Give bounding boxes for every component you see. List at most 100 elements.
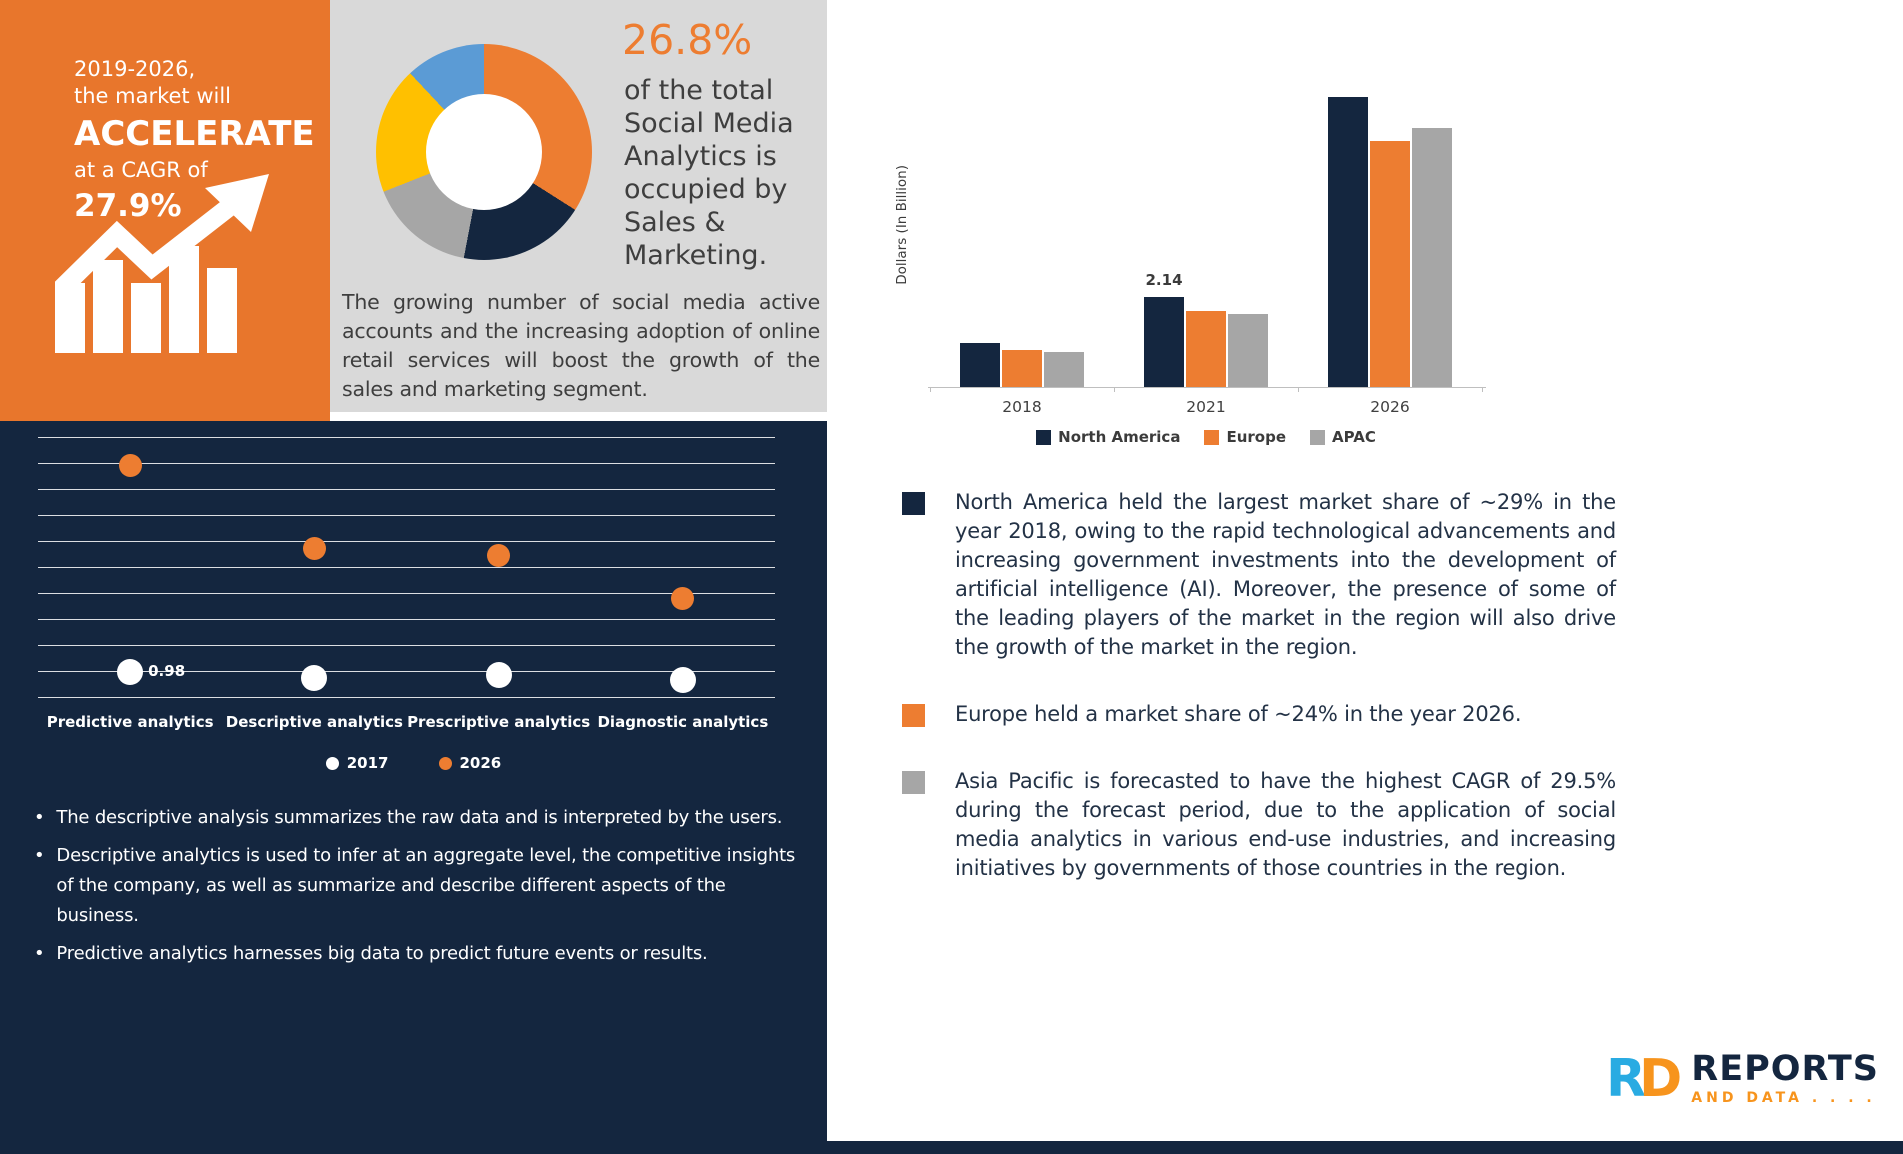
bar-category-label: 2021: [1186, 398, 1226, 416]
analytics-panel: 0.98 Predictive analytics Descriptive ana…: [0, 421, 827, 1154]
analytics-bullet-text: The descriptive analysis summarizes the …: [56, 807, 783, 828]
region-bullet-marker: [902, 704, 925, 727]
dot-category-label: Predictive analytics: [46, 713, 214, 731]
bullet-icon: •: [34, 943, 45, 964]
gridline: [38, 541, 775, 542]
bar-north-america-2021: 2.14: [1144, 271, 1184, 387]
legend-label: 2017: [346, 754, 389, 772]
region-bullet-marker: [902, 492, 925, 515]
dot-legend-item: 2026: [438, 754, 502, 772]
dot-2026-1: [118, 454, 142, 478]
gridline: [38, 697, 775, 698]
bullet-icon: •: [34, 845, 45, 866]
dot-2017-1: [117, 658, 144, 685]
dot-category-label: Descriptive analytics: [225, 713, 403, 731]
gridline: [38, 593, 775, 594]
cagr-text-block: 2019-2026, the market will ACCELERATE at…: [74, 56, 315, 226]
cagr-period: 2019-2026,: [74, 57, 196, 81]
analytics-bullet-text: Descriptive analytics is used to infer a…: [56, 845, 796, 926]
dot-2017-2: [301, 664, 328, 691]
dot-category-label: Prescriptive analytics: [407, 713, 591, 731]
dot-2017-3: [485, 661, 512, 688]
dot-point-label: 0.98: [148, 661, 186, 680]
bar-chart-y-axis-label: Dollars (In Billion): [894, 63, 910, 387]
bullet-icon: •: [34, 807, 45, 828]
gridline: [38, 567, 775, 568]
legend-square-icon: [1204, 429, 1220, 445]
donut-hole: [426, 94, 542, 210]
legend-circle-icon: [438, 756, 452, 770]
dot-plot-categories: Predictive analytics Descriptive analytic…: [38, 713, 775, 731]
bar-category-label: 2026: [1370, 398, 1410, 416]
sales-share-stat: 26.8%: [622, 16, 753, 64]
analytics-bullet: • Predictive analytics harnesses big data…: [34, 939, 806, 969]
legend-square-icon: [1036, 429, 1052, 445]
gridline: [38, 489, 775, 490]
region-bullet: North America held the largest market sh…: [902, 488, 1616, 662]
legend-circle-icon: [325, 756, 339, 770]
analytics-bullet-text: Predictive analytics harnesses big data …: [56, 943, 708, 964]
region-bullet: Asia Pacific is forecasted to have the h…: [902, 767, 1616, 883]
gridline: [38, 515, 775, 516]
gridline: [38, 463, 775, 464]
bar-apac-2018: [1044, 352, 1084, 387]
logo-icon-r: R: [1606, 1049, 1646, 1109]
bar-legend-item: Europe: [1204, 428, 1286, 446]
region-bullet: Europe held a market share of ~24% in th…: [902, 700, 1616, 729]
bar-group-2018: [960, 342, 1084, 387]
bar-legend-item: North America: [1036, 428, 1180, 446]
axis-tick: [930, 387, 931, 392]
region-bullet-text: Europe held a market share of ~24% in th…: [955, 702, 1522, 726]
bar-north-america-2018: [960, 342, 1000, 387]
region-bullet-text: Asia Pacific is forecasted to have the h…: [955, 769, 1616, 880]
axis-tick: [1114, 387, 1115, 392]
legend-label: 2026: [459, 754, 502, 772]
gridline: [38, 645, 775, 646]
reports-and-data-logo: RD REPORTS AND DATA . . . .: [1606, 1049, 1879, 1107]
analytics-bullet: • Descriptive analytics is used to infer …: [34, 841, 806, 931]
gridline: [38, 619, 775, 620]
bar-chart-x-axis: [928, 387, 1486, 388]
logo-dots: . . . .: [1802, 1090, 1876, 1106]
bar-group-2021: 2.14: [1144, 271, 1268, 387]
bar-europe-2018: [1002, 349, 1042, 387]
legend-label: APAC: [1332, 428, 1376, 446]
growth-arrow-icon: [55, 174, 269, 353]
dot-2017-4: [669, 667, 696, 694]
region-bullet-text: North America held the largest market sh…: [955, 490, 1616, 659]
bar-north-america-2026: [1328, 96, 1368, 387]
dot-plot-area: 0.98: [38, 437, 775, 698]
bar-legend-item: APAC: [1310, 428, 1376, 446]
bar-apac-2021: [1228, 313, 1268, 387]
gridline: [38, 671, 775, 672]
cagr-prefix: at a CAGR of: [74, 157, 208, 182]
bar-value-label: 2.14: [1145, 270, 1183, 289]
bar-chart-legend: North America Europe APAC: [930, 428, 1482, 446]
cagr-value: 27.9%: [74, 188, 182, 225]
footer-strip: [0, 1141, 1903, 1154]
logo-icon: RD: [1606, 1053, 1685, 1105]
logo-reports-text: REPORTS: [1691, 1049, 1879, 1089]
regional-analysis-panel: Dollars (In Billion) 2.14 2018 2021 2026 N…: [836, 0, 1903, 1154]
analytics-bullets: • The descriptive analysis summarizes the…: [34, 803, 806, 977]
legend-label: North America: [1058, 428, 1181, 446]
legend-square-icon: [1310, 429, 1325, 445]
y-axis-label-text: Dollars (In Billion): [894, 165, 910, 285]
region-bullet-marker: [902, 771, 925, 794]
dot-2026-2: [302, 537, 326, 561]
axis-tick: [1482, 387, 1483, 392]
dot-legend-item: 2017: [325, 754, 389, 772]
analytics-bullet: • The descriptive analysis summarizes the…: [34, 803, 806, 833]
dot-plot-legend: 2017 2026: [0, 754, 827, 772]
gridline: [38, 437, 775, 438]
bar-chart-categories: 2018 2021 2026: [930, 398, 1482, 416]
bar-europe-2021: [1186, 311, 1226, 387]
logo-anddata-text: AND DATA . . . .: [1691, 1090, 1879, 1106]
donut-chart: [376, 44, 592, 260]
bar-category-label: 2018: [1002, 398, 1042, 416]
sales-share-body: The growing number of social media activ…: [342, 290, 820, 401]
axis-tick: [1298, 387, 1299, 392]
logo-text-block: REPORTS AND DATA . . . .: [1691, 1049, 1879, 1107]
legend-label: Europe: [1226, 428, 1286, 446]
bar-europe-2026: [1370, 140, 1410, 387]
